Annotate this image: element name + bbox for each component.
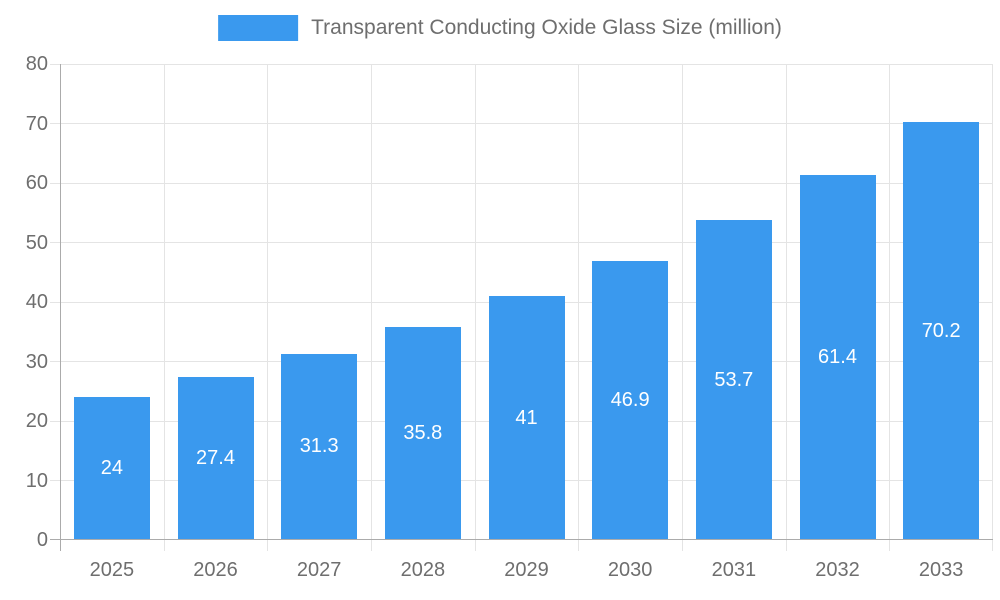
gridline-vertical [164, 64, 165, 551]
x-axis-line [50, 539, 993, 540]
y-axis-tick-label: 40 [25, 291, 48, 313]
plot-area: 24 27.4 31.3 35.8 41 46.9 53.7 61.4 70.2 [50, 63, 993, 551]
bar-2029: 41 [488, 296, 565, 540]
y-axis-tick-label: 30 [25, 350, 48, 373]
x-axis-tick-label: 2027 [296, 559, 342, 581]
bar-value-label: 27.4 [196, 446, 235, 469]
bar-2028: 35.8 [384, 326, 461, 540]
legend-item[interactable]: Transparent Conducting Oxide Glass Size … [218, 15, 782, 41]
bar-value-label: 24 [100, 457, 123, 480]
bar-value-label: 35.8 [403, 421, 443, 444]
bar-value-label: 53.7 [714, 368, 754, 391]
y-axis-tick-label: 60 [25, 172, 48, 194]
bar-value-label: 70.2 [921, 319, 961, 342]
bar-value-label: 46.9 [610, 388, 650, 411]
bar-2033: 70.2 [903, 122, 980, 540]
bar-value-label: 31.3 [299, 435, 339, 458]
y-axis-tick-label: 50 [25, 231, 48, 254]
x-axis-tick-label: 2026 [193, 559, 238, 581]
gridline-horizontal [50, 123, 993, 124]
bar-2031: 53.7 [695, 220, 772, 540]
y-axis-tick-label: 70 [25, 112, 48, 135]
gridline-horizontal [50, 63, 993, 65]
y-axis-line [60, 64, 61, 551]
x-axis-tick-label: 2031 [711, 559, 757, 581]
x-axis-tick-label: 2028 [400, 559, 446, 581]
x-axis-tick-label: 2030 [607, 559, 653, 581]
gridline-horizontal [50, 182, 993, 184]
gridline-vertical [475, 64, 476, 551]
gridline-vertical [682, 64, 683, 551]
gridline-vertical [992, 64, 993, 551]
gridline-vertical [578, 64, 579, 551]
y-axis-tick-label: 20 [25, 410, 48, 432]
bar-2025: 24 [73, 397, 150, 540]
gridline-vertical [267, 64, 268, 551]
bar-value-label: 61.4 [818, 345, 857, 368]
bar-2030: 46.9 [592, 260, 669, 540]
legend-label: Transparent Conducting Oxide Glass Size … [311, 16, 782, 39]
gridline-vertical [889, 64, 890, 551]
gridline-vertical [371, 64, 372, 551]
x-axis-tick-label: 2029 [504, 559, 549, 581]
gridline-vertical [786, 64, 787, 551]
bar-2027: 31.3 [281, 353, 358, 540]
x-axis-tick-label: 2032 [815, 559, 860, 581]
bar-2026: 27.4 [177, 376, 254, 540]
x-axis-tick-label: 2033 [918, 559, 964, 581]
x-axis-tick-label: 2025 [89, 559, 135, 581]
gridline-horizontal [50, 242, 993, 243]
y-axis-tick-label: 80 [25, 53, 48, 75]
bar-2032: 61.4 [799, 174, 876, 540]
legend-swatch [218, 15, 299, 41]
y-axis-tick-label: 0 [36, 529, 48, 551]
y-axis-tick-label: 10 [25, 469, 48, 492]
bar-value-label: 41 [515, 406, 538, 429]
